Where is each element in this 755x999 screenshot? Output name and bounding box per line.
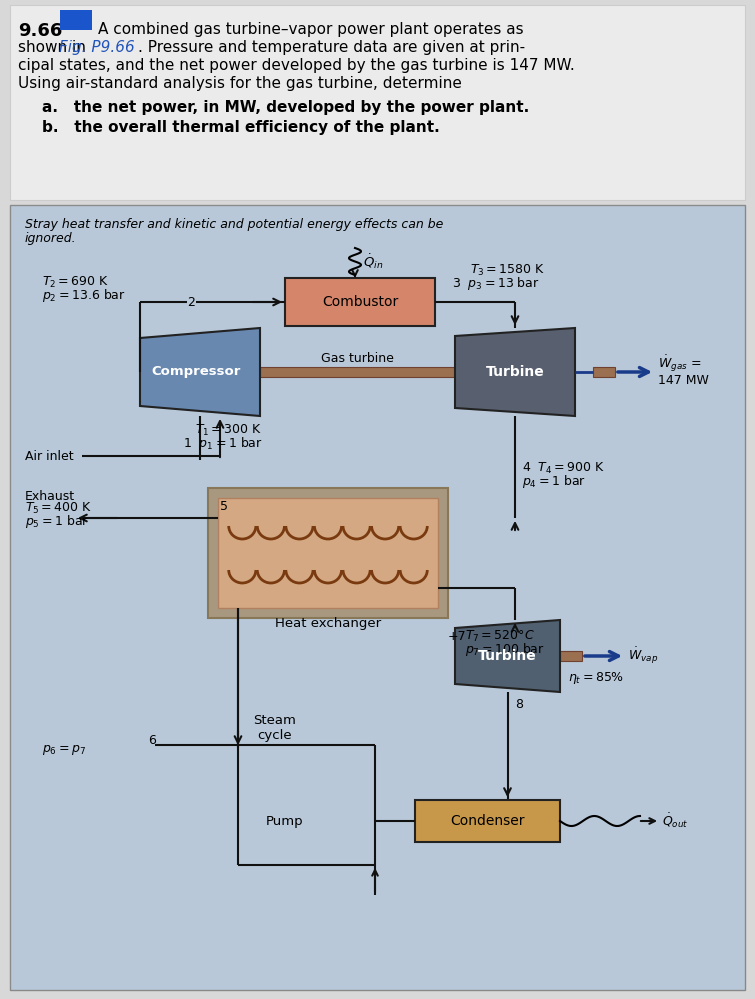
Bar — [66, 247, 689, 948]
Bar — [593, 367, 615, 377]
Text: $\dot{W}_{vap}$: $\dot{W}_{vap}$ — [628, 645, 658, 666]
Text: $T_1 = 300$ K: $T_1 = 300$ K — [195, 423, 262, 438]
Bar — [42, 229, 713, 966]
Text: $T_2 = 690$ K: $T_2 = 690$ K — [42, 275, 109, 290]
Bar — [218, 498, 438, 608]
Text: $p_4 = 1$ bar: $p_4 = 1$ bar — [522, 474, 586, 491]
Text: $p_5 = 1$ bar: $p_5 = 1$ bar — [25, 513, 89, 530]
Text: 3  $p_3 = 13$ bar: 3 $p_3 = 13$ bar — [452, 276, 540, 293]
Text: cipal states, and the net power developed by the gas turbine is 147 MW.: cipal states, and the net power develope… — [18, 58, 575, 73]
Text: Pump: Pump — [267, 814, 304, 827]
Text: $\dot{Q}_{in}$: $\dot{Q}_{in}$ — [363, 253, 384, 272]
Bar — [26, 217, 729, 978]
Text: b.   the overall thermal efficiency of the plant.: b. the overall thermal efficiency of the… — [42, 120, 439, 135]
Bar — [54, 238, 701, 957]
Text: a.   the net power, in MW, developed by the power plant.: a. the net power, in MW, developed by th… — [42, 100, 529, 115]
Polygon shape — [140, 328, 260, 416]
Text: Fig. P9.66: Fig. P9.66 — [59, 40, 134, 55]
Text: Air inlet: Air inlet — [25, 450, 74, 463]
Text: Combustor: Combustor — [322, 295, 398, 309]
Text: 147 MW: 147 MW — [658, 374, 709, 387]
Bar — [260, 367, 455, 377]
Text: A combined gas turbine–vapor power plant operates as: A combined gas turbine–vapor power plant… — [98, 22, 524, 37]
Text: Exhaust: Exhaust — [25, 490, 76, 503]
Bar — [10, 5, 745, 200]
Bar — [10, 205, 745, 990]
Bar — [34, 223, 721, 972]
Bar — [18, 211, 737, 984]
Bar — [46, 232, 709, 963]
Text: 8: 8 — [516, 697, 523, 710]
Text: $p_2 = 13.6$ bar: $p_2 = 13.6$ bar — [42, 288, 126, 305]
Bar — [14, 208, 741, 987]
Text: Compressor: Compressor — [151, 366, 241, 379]
Text: Turbine: Turbine — [485, 365, 544, 379]
Text: 6: 6 — [148, 733, 156, 746]
Bar — [560, 651, 582, 661]
Bar — [38, 226, 717, 969]
Text: Gas turbine: Gas turbine — [321, 352, 393, 365]
Bar — [208, 488, 448, 618]
Bar — [22, 214, 733, 981]
Text: +7: +7 — [448, 629, 467, 642]
Text: Stray heat transfer and kinetic and potential energy effects can be: Stray heat transfer and kinetic and pote… — [25, 218, 443, 231]
Text: Steam: Steam — [254, 713, 297, 726]
Text: . Pressure and temperature data are given at prin-: . Pressure and temperature data are give… — [138, 40, 525, 55]
Bar — [415, 800, 560, 842]
Text: Condenser: Condenser — [450, 814, 525, 828]
Text: Using air-standard analysis for the gas turbine, determine: Using air-standard analysis for the gas … — [18, 76, 462, 91]
Bar — [50, 235, 705, 960]
Text: $\eta_t = 85\%$: $\eta_t = 85\%$ — [568, 670, 624, 686]
Text: Turbine: Turbine — [478, 649, 537, 663]
Text: $T_3 = 1580$ K: $T_3 = 1580$ K — [470, 263, 545, 278]
Text: ignored.: ignored. — [25, 232, 76, 245]
Bar — [30, 220, 725, 975]
Polygon shape — [455, 620, 560, 692]
Text: $p_6 = p_7$: $p_6 = p_7$ — [42, 743, 86, 757]
Text: shown in: shown in — [18, 40, 91, 55]
Text: 2: 2 — [187, 296, 195, 309]
Text: 5: 5 — [220, 500, 228, 512]
Text: $T_7 = 520°C$: $T_7 = 520°C$ — [465, 628, 535, 643]
Text: $T_5 = 400$ K: $T_5 = 400$ K — [25, 500, 92, 515]
Text: $\dot{W}_{gas}$ =: $\dot{W}_{gas}$ = — [658, 354, 701, 375]
Text: $p_7 = 100$ bar: $p_7 = 100$ bar — [465, 641, 545, 658]
Bar — [10, 205, 745, 990]
Text: WP: WP — [65, 14, 88, 27]
Text: cycle: cycle — [257, 729, 292, 742]
Text: 1  $p_1 = 1$ bar: 1 $p_1 = 1$ bar — [183, 436, 263, 453]
Bar — [285, 278, 435, 326]
Polygon shape — [455, 328, 575, 416]
Bar — [60, 10, 92, 30]
Text: 4  $T_4 = 900$ K: 4 $T_4 = 900$ K — [522, 461, 605, 476]
Text: Heat exchanger: Heat exchanger — [275, 617, 381, 630]
Text: 9.66: 9.66 — [18, 22, 63, 40]
Text: $\dot{Q}_{out}$: $\dot{Q}_{out}$ — [662, 811, 689, 830]
Bar — [58, 241, 697, 954]
Bar — [62, 244, 693, 951]
